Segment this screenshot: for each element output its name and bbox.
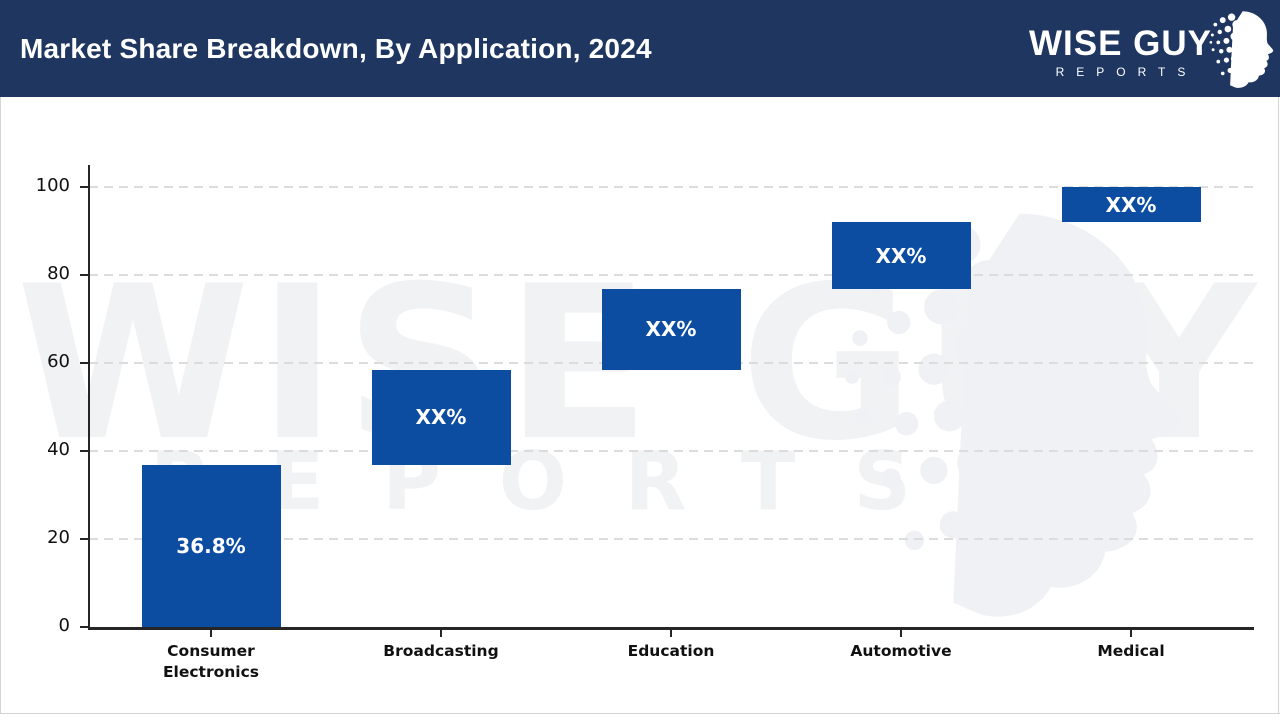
- card-border-right: [1278, 97, 1279, 714]
- y-tick-label: 60: [47, 351, 70, 372]
- y-gridline: [89, 538, 1254, 540]
- y-tick-label: 100: [35, 175, 70, 196]
- x-tick-mark: [440, 630, 442, 637]
- x-tick-mark: [900, 630, 902, 637]
- y-tick-mark: [80, 362, 88, 364]
- y-tick-mark: [80, 186, 88, 188]
- y-gridline: [89, 450, 1254, 452]
- bar-value-label: 36.8%: [176, 534, 246, 559]
- y-axis-line: [88, 165, 90, 629]
- chart-title: Market Share Breakdown, By Application, …: [20, 32, 652, 64]
- y-tick-label: 40: [47, 439, 70, 460]
- brand-face-icon: [1202, 8, 1276, 90]
- bar: XX%: [831, 222, 971, 290]
- x-tick-mark: [670, 630, 672, 637]
- brand-subtitle: REPORTS: [1055, 64, 1198, 79]
- y-tick-label: 0: [58, 615, 70, 636]
- bar-value-label: XX%: [875, 243, 927, 268]
- x-tick-mark: [1130, 630, 1132, 637]
- x-axis-line: [88, 627, 1254, 630]
- x-tick-label: Broadcasting: [383, 642, 499, 660]
- y-gridline: [89, 186, 1254, 188]
- x-tick-label: Consumer Electronics: [162, 642, 260, 681]
- y-tick-mark: [80, 626, 88, 628]
- y-tick-label: 80: [47, 263, 70, 284]
- bar-value-label: XX%: [415, 405, 467, 430]
- brand-logo: WISE GUY REPORTS: [1029, 5, 1276, 93]
- card-border-left: [0, 97, 1, 714]
- y-gridline: [89, 274, 1254, 276]
- bar: 36.8%: [141, 465, 281, 627]
- x-tick-mark: [210, 630, 212, 637]
- y-tick-mark: [80, 274, 88, 276]
- x-tick-label: Automotive: [850, 642, 952, 660]
- bar-value-label: XX%: [645, 317, 697, 342]
- bar: XX%: [1061, 187, 1201, 223]
- brand-logo-text: WISE GUY REPORTS: [1029, 26, 1212, 79]
- bar: XX%: [371, 369, 511, 466]
- x-tick-label: Education: [627, 642, 715, 660]
- bar-value-label: XX%: [1105, 192, 1157, 217]
- brand-name: WISE GUY: [1028, 23, 1212, 63]
- bar: XX%: [601, 289, 741, 370]
- header-bar: Market Share Breakdown, By Application, …: [0, 0, 1280, 97]
- x-tick-label: Medical: [1097, 642, 1165, 660]
- card-border-bottom: [0, 713, 1280, 714]
- y-tick-label: 20: [47, 527, 70, 548]
- y-tick-mark: [80, 450, 88, 452]
- y-tick-mark: [80, 538, 88, 540]
